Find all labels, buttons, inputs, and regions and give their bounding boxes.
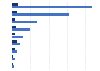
Bar [12, 11, 17, 13]
Bar [12, 3, 18, 6]
Bar [12, 48, 16, 50]
Bar [12, 28, 30, 31]
Bar [12, 21, 37, 23]
Bar [12, 65, 14, 68]
Bar [12, 36, 22, 38]
Bar [12, 33, 15, 35]
Bar [12, 63, 13, 65]
Bar [12, 43, 20, 45]
Bar [12, 26, 16, 28]
Bar [12, 40, 17, 43]
Bar [12, 55, 13, 58]
Bar [12, 58, 15, 60]
Bar [12, 50, 18, 53]
Bar [12, 18, 15, 21]
Bar [12, 6, 92, 8]
Bar [12, 13, 69, 16]
